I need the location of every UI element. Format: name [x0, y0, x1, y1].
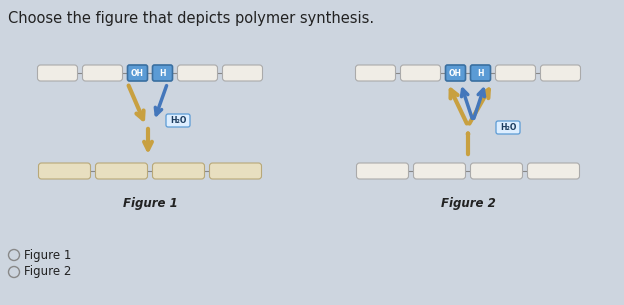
Text: H: H [477, 69, 484, 77]
FancyBboxPatch shape [414, 163, 466, 179]
FancyBboxPatch shape [356, 65, 396, 81]
Text: Figure 2: Figure 2 [24, 265, 71, 278]
Text: H₂O: H₂O [170, 116, 186, 125]
Text: H₂O: H₂O [500, 123, 516, 132]
FancyBboxPatch shape [152, 163, 205, 179]
Text: H: H [159, 69, 166, 77]
FancyBboxPatch shape [495, 65, 535, 81]
FancyBboxPatch shape [210, 163, 261, 179]
Text: Figure 2: Figure 2 [441, 197, 495, 210]
FancyBboxPatch shape [166, 114, 190, 127]
Text: Figure 1: Figure 1 [123, 197, 177, 210]
FancyBboxPatch shape [446, 65, 466, 81]
FancyBboxPatch shape [37, 65, 77, 81]
Text: OH: OH [131, 69, 144, 77]
FancyBboxPatch shape [223, 65, 263, 81]
FancyBboxPatch shape [470, 163, 522, 179]
FancyBboxPatch shape [470, 65, 490, 81]
FancyBboxPatch shape [401, 65, 441, 81]
FancyBboxPatch shape [540, 65, 580, 81]
Text: OH: OH [449, 69, 462, 77]
Text: Choose the figure that depicts polymer synthesis.: Choose the figure that depicts polymer s… [8, 11, 374, 26]
FancyBboxPatch shape [152, 65, 172, 81]
FancyBboxPatch shape [127, 65, 147, 81]
FancyBboxPatch shape [177, 65, 218, 81]
FancyBboxPatch shape [95, 163, 147, 179]
FancyBboxPatch shape [356, 163, 409, 179]
FancyBboxPatch shape [82, 65, 122, 81]
FancyBboxPatch shape [39, 163, 90, 179]
FancyBboxPatch shape [496, 121, 520, 134]
Text: Figure 1: Figure 1 [24, 249, 71, 261]
FancyBboxPatch shape [527, 163, 580, 179]
